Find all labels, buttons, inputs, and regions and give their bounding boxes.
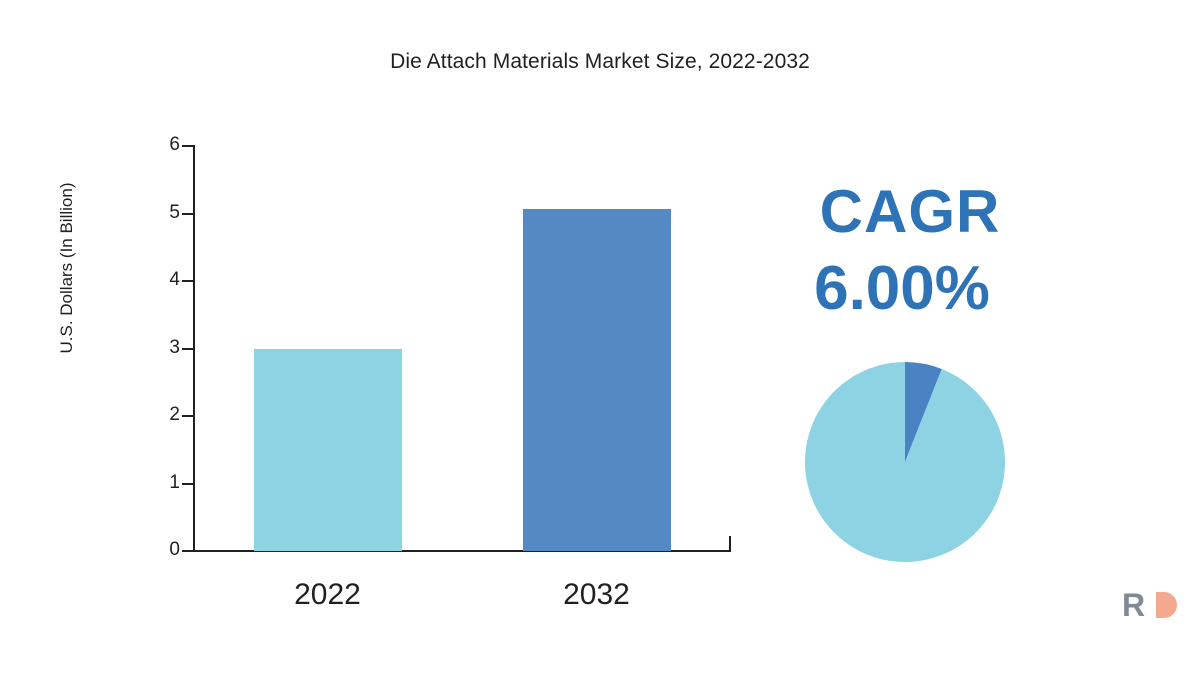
y-tick-label: 6 [169, 134, 180, 155]
bar-chart: U.S. Dollars (In Billion) 0 1 2 3 4 5 6 2022 20… [57, 134, 731, 611]
pie-chart [805, 362, 1005, 562]
logo-letter-r: R [1122, 588, 1145, 622]
y-tick-label: 0 [169, 539, 180, 560]
y-tick-mark [182, 145, 195, 147]
bar-2022 [253, 348, 402, 551]
y-tick-label: 2 [169, 404, 180, 425]
y-tick-label: 3 [169, 336, 180, 358]
y-tick-label: 1 [169, 471, 180, 493]
pie-slice-cagr [905, 362, 942, 462]
y-tick-mark [182, 415, 195, 417]
pie-slices [805, 362, 1005, 562]
y-tick-label: 4 [169, 269, 180, 290]
x-axis-line [193, 550, 731, 552]
x-tick-label-2022: 2022 [294, 578, 361, 611]
cagr-value: 6.00% [814, 254, 990, 323]
x-axis-endcap [729, 536, 731, 552]
y-tick-mark [182, 482, 195, 485]
brand-logo: R [1122, 588, 1177, 622]
logo-letter-d [1156, 592, 1177, 618]
cagr-label: CAGR [819, 178, 1001, 245]
y-axis-label: U.S. Dollars (In Billion) [57, 182, 76, 354]
y-tick-mark [182, 280, 195, 282]
pie-slice-remainder [805, 362, 1005, 562]
y-tick-label: 5 [169, 201, 180, 223]
x-tick-label-2032: 2032 [563, 578, 630, 611]
y-tick-mark [182, 212, 195, 215]
y-tick-mark [182, 550, 195, 552]
y-tick-mark [182, 347, 195, 350]
bar-2032 [522, 208, 671, 551]
page-title: Die Attach Materials Market Size, 2022-2… [390, 50, 810, 73]
